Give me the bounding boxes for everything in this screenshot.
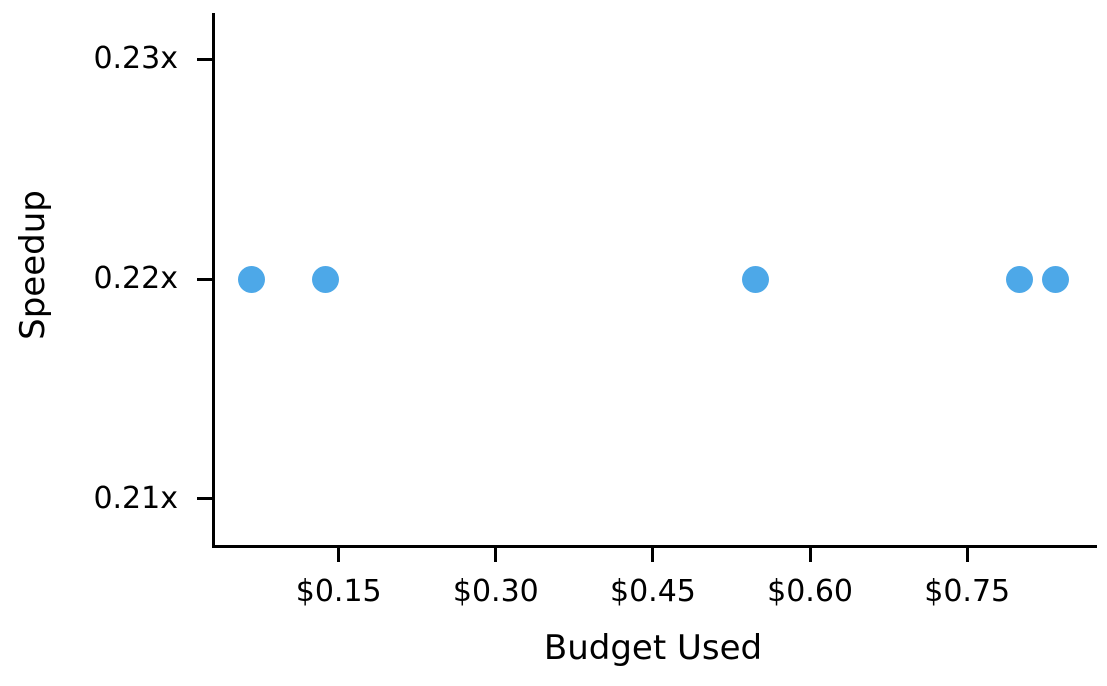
y-tick-label: 0.22x: [93, 261, 178, 296]
y-tick: [196, 497, 212, 501]
scatter-point: [1041, 265, 1069, 293]
x-tick-label: $0.45: [609, 574, 696, 609]
y-tick-label: 0.21x: [93, 480, 178, 516]
scatter-point: [1006, 265, 1034, 293]
x-tick-label: $0.30: [452, 574, 539, 609]
x-tick: [337, 548, 341, 562]
x-tick: [965, 548, 969, 562]
x-tick: [494, 548, 498, 562]
y-tick-label: 0.23x: [93, 41, 178, 77]
scatter-point: [238, 265, 266, 293]
x-axis-label: Budget Used: [543, 628, 763, 668]
y-tick: [196, 277, 212, 281]
scatter-point: [311, 265, 339, 293]
scatter-point: [742, 265, 770, 293]
x-tick: [651, 548, 655, 562]
x-tick-label: $0.60: [767, 574, 854, 609]
y-tick: [196, 57, 212, 61]
x-tick: [808, 548, 812, 562]
x-tick-label: $0.15: [295, 574, 382, 609]
plot-area: [211, 13, 1097, 548]
x-tick-label: $0.75: [924, 574, 1011, 609]
